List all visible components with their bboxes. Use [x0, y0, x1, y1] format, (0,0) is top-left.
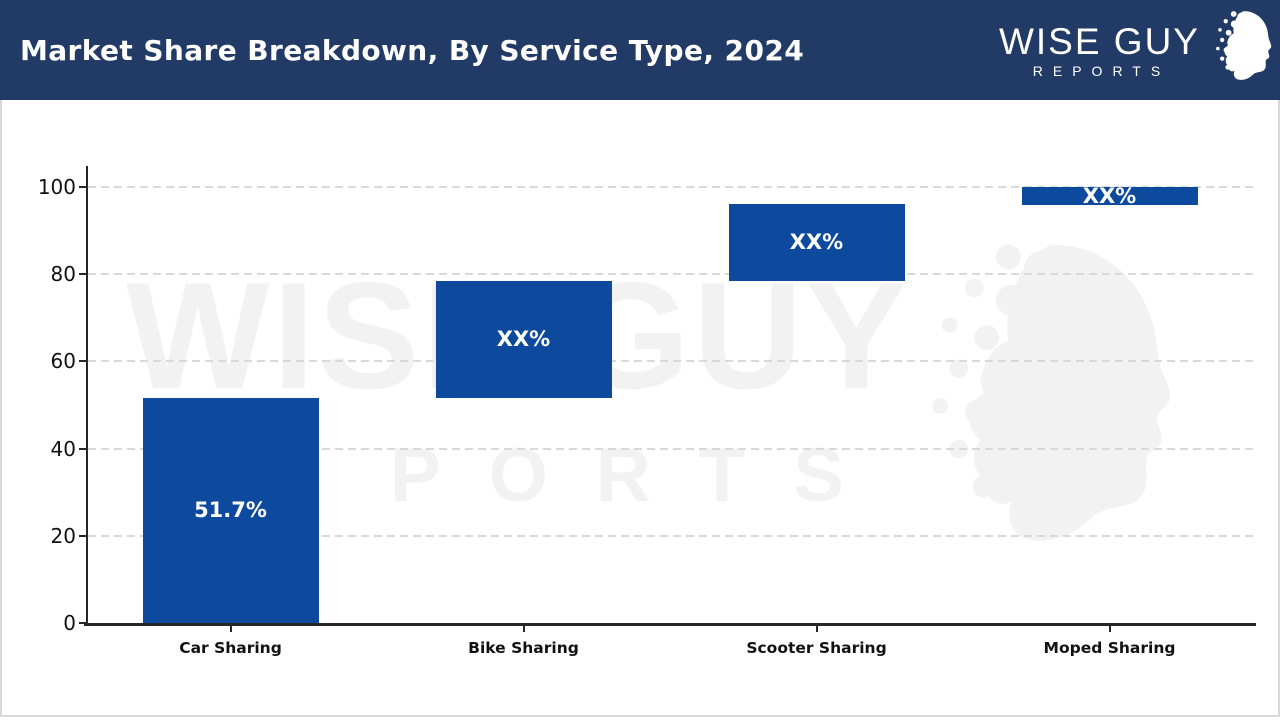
gridline-20 [88, 534, 1256, 537]
x-category-label: Scooter Sharing [746, 639, 887, 657]
bar-moped-sharing: XX% [1021, 184, 1198, 209]
y-tick-label: 20 [50, 523, 76, 548]
y-tick-label: 100 [37, 175, 76, 199]
bar-bike-sharing: XX% [435, 280, 612, 398]
y-tick-mark [79, 273, 87, 276]
brand-text: WISE GUY REPORTS [999, 23, 1200, 78]
x-tick-mark [815, 625, 818, 632]
y-tick-label: 80 [50, 262, 76, 287]
gridline-60 [88, 360, 1256, 363]
gridlines-layer [0, 100, 1280, 720]
page-border-right [1278, 100, 1280, 716]
y-tick-mark [79, 360, 87, 363]
gridline-80 [88, 273, 1256, 276]
bar-value-label: XX% [1082, 184, 1137, 209]
y-tick-label: 40 [50, 436, 76, 461]
x-category-label: Bike Sharing [468, 639, 579, 657]
chart-area: WISE GUY PORTS 51.7% XX% XX% XX% 0 20 40 60 80 1… [0, 100, 1280, 720]
gridline-40 [88, 447, 1256, 450]
brand-logo: WISE GUY REPORTS [999, 6, 1274, 94]
y-tick-label: 60 [50, 349, 76, 374]
brand-name: WISE GUY [998, 20, 1200, 62]
gridline-100 [88, 186, 1256, 188]
y-tick-mark [79, 534, 87, 537]
bar-scooter-sharing: XX% [728, 203, 905, 281]
page-border-bottom [0, 715, 1280, 717]
bar-value-label: 51.7% [194, 498, 267, 523]
wise-guy-face-icon [1216, 11, 1272, 80]
page-title: Market Share Breakdown, By Service Type,… [20, 33, 805, 67]
brand-subtitle: REPORTS [1032, 62, 1171, 79]
bar-car-sharing: 51.7% [142, 397, 319, 623]
bar-value-label: XX% [496, 327, 551, 352]
page-border-left [0, 100, 2, 716]
y-tick-mark [79, 447, 87, 450]
bars-layer: 51.7% XX% XX% XX% [0, 100, 1280, 720]
y-tick-mark [79, 186, 87, 188]
bar-value-label: XX% [789, 230, 844, 255]
x-axis-spine [84, 623, 1256, 626]
header: Market Share Breakdown, By Service Type,… [0, 0, 1280, 100]
x-tick-mark [1108, 625, 1111, 632]
y-tick-label: 0 [63, 611, 76, 635]
x-tick-mark [522, 625, 525, 632]
y-axis-spine [86, 166, 88, 625]
x-category-label: Moped Sharing [1043, 639, 1176, 657]
x-tick-mark [229, 625, 232, 632]
x-category-label: Car Sharing [179, 639, 282, 657]
y-tick-mark [79, 622, 87, 624]
axes-layer: 0 20 40 60 80 100 Car Sharing Bike Sharing Scoot… [0, 100, 1280, 720]
